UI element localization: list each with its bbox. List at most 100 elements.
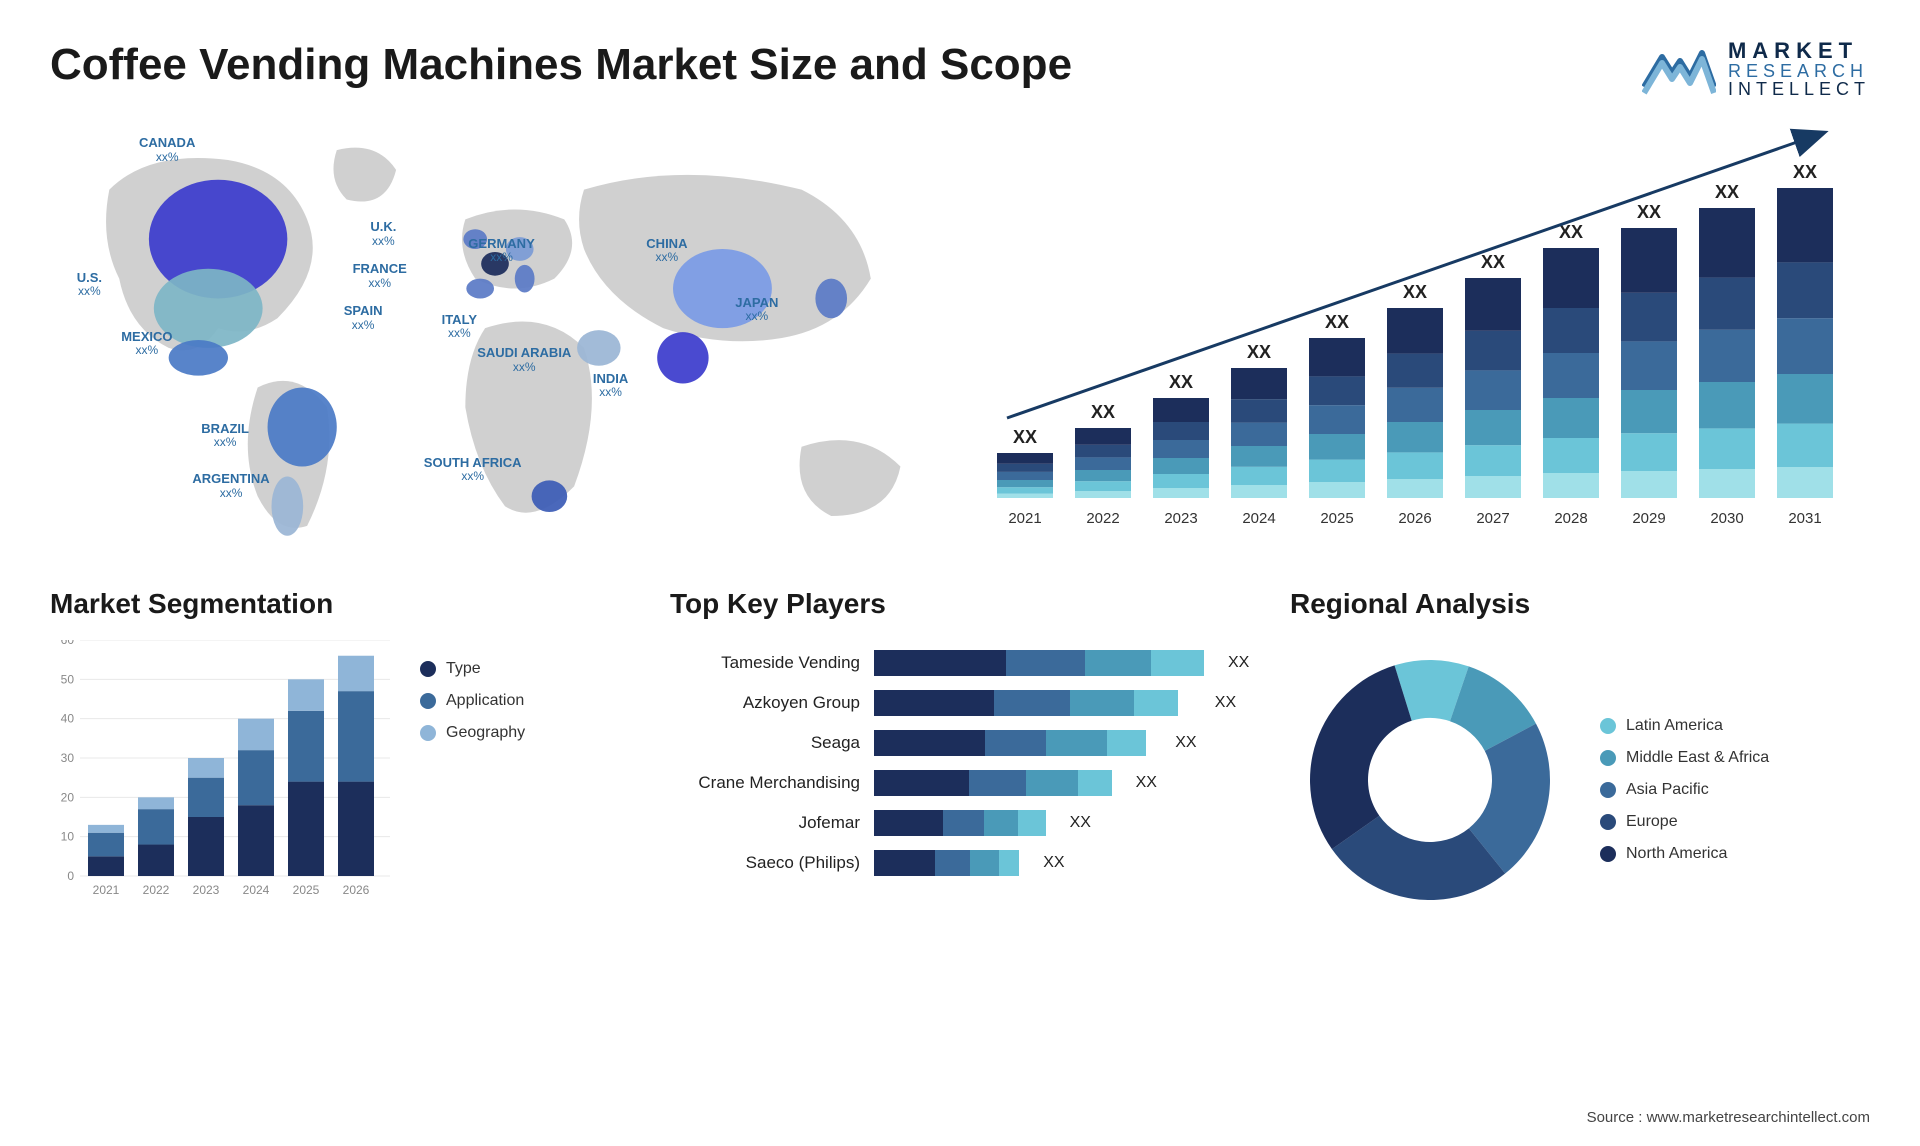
regional-donut bbox=[1290, 640, 1570, 920]
map-label-japan: JAPANxx% bbox=[735, 296, 778, 323]
player-bar-seg bbox=[874, 650, 1006, 676]
player-bar-seg bbox=[1107, 730, 1146, 756]
growth-bar-seg bbox=[1621, 228, 1677, 293]
regional-legend-item: Asia Pacific bbox=[1600, 781, 1769, 799]
growth-bar-seg bbox=[1699, 382, 1755, 428]
growth-bar-seg bbox=[1387, 354, 1443, 388]
map-svg bbox=[50, 128, 940, 548]
logo-line-1: MARKET bbox=[1728, 40, 1870, 62]
player-name: Saeco (Philips) bbox=[670, 853, 860, 873]
donut-slice bbox=[1310, 665, 1412, 849]
player-bar bbox=[874, 690, 1191, 716]
growth-bar-label: XX bbox=[1715, 182, 1739, 202]
player-row: Saeco (Philips)XX bbox=[670, 850, 1250, 876]
growth-bar-seg bbox=[1777, 262, 1833, 318]
player-row: SeagaXX bbox=[670, 730, 1250, 756]
swatch bbox=[420, 725, 436, 741]
logo: MARKET RESEARCH INTELLECT bbox=[1642, 40, 1870, 98]
growth-bar-seg bbox=[1075, 470, 1131, 481]
map-label-saudiarabia: SAUDI ARABIAxx% bbox=[477, 346, 571, 373]
growth-bar-seg bbox=[1153, 398, 1209, 422]
growth-bar-seg bbox=[1387, 422, 1443, 452]
growth-bar-seg bbox=[1543, 308, 1599, 353]
growth-bar-seg bbox=[1075, 445, 1131, 458]
player-bar-seg bbox=[984, 810, 1018, 836]
growth-svg: XX2021XX2022XX2023XX2024XX2025XX2026XX20… bbox=[980, 128, 1850, 548]
regional-legend: Latin America Middle East & Africa Asia Pa… bbox=[1600, 697, 1769, 863]
regional-panel: Regional Analysis Latin America Middle Ea… bbox=[1290, 588, 1870, 920]
growth-bar-seg bbox=[1621, 390, 1677, 433]
seg-ytick: 30 bbox=[61, 751, 75, 765]
growth-year: 2023 bbox=[1164, 510, 1197, 527]
growth-bar-seg bbox=[1621, 433, 1677, 471]
segmentation-chart: 0102030405060202120222023202420252026 bbox=[50, 640, 390, 920]
legend-label: Latin America bbox=[1626, 717, 1723, 735]
growth-bar-seg bbox=[997, 464, 1053, 472]
growth-bar-seg bbox=[1153, 458, 1209, 474]
growth-bar-label: XX bbox=[1793, 162, 1817, 182]
growth-year: 2026 bbox=[1398, 510, 1431, 527]
seg-bar-seg bbox=[138, 809, 174, 844]
regional-legend-item: Middle East & Africa bbox=[1600, 749, 1769, 767]
growth-bar-label: XX bbox=[1403, 282, 1427, 302]
seg-bar-seg bbox=[188, 758, 224, 778]
seg-year: 2021 bbox=[93, 883, 120, 897]
growth-bar-seg bbox=[1309, 338, 1365, 376]
seg-ytick: 50 bbox=[61, 672, 75, 686]
growth-year: 2028 bbox=[1554, 510, 1587, 527]
growth-bar-seg bbox=[1075, 481, 1131, 491]
seg-bar-seg bbox=[338, 691, 374, 781]
player-bar-seg bbox=[969, 770, 1026, 796]
player-bar-seg bbox=[994, 690, 1070, 716]
growth-bar-seg bbox=[1231, 368, 1287, 399]
growth-bar-label: XX bbox=[1013, 427, 1037, 447]
player-value: XX bbox=[1136, 774, 1157, 792]
map-label-spain: SPAINxx% bbox=[344, 304, 383, 331]
seg-legend-item: Type bbox=[420, 660, 525, 678]
player-name: Azkoyen Group bbox=[670, 693, 860, 713]
growth-bar-seg bbox=[1387, 308, 1443, 354]
growth-bar-seg bbox=[1387, 479, 1443, 498]
growth-bar-label: XX bbox=[1481, 252, 1505, 272]
growth-bar-seg bbox=[1153, 488, 1209, 498]
seg-bar-seg bbox=[188, 778, 224, 817]
player-bar-seg bbox=[1046, 730, 1107, 756]
growth-bar-seg bbox=[1231, 485, 1287, 498]
swatch bbox=[420, 661, 436, 677]
growth-bar-seg bbox=[1543, 398, 1599, 438]
growth-bar-seg bbox=[1465, 476, 1521, 498]
growth-bar-seg bbox=[1543, 248, 1599, 308]
growth-bar-seg bbox=[1309, 405, 1365, 434]
legend-label: North America bbox=[1626, 845, 1727, 863]
seg-bar-seg bbox=[238, 750, 274, 805]
seg-bar-seg bbox=[288, 711, 324, 782]
growth-bar-seg bbox=[1699, 330, 1755, 382]
growth-bar-seg bbox=[1153, 474, 1209, 488]
seg-year: 2022 bbox=[143, 883, 170, 897]
growth-bar-seg bbox=[1777, 467, 1833, 498]
player-value: XX bbox=[1175, 734, 1196, 752]
swatch bbox=[1600, 718, 1616, 734]
growth-bar-seg bbox=[1699, 469, 1755, 498]
seg-ytick: 40 bbox=[61, 712, 75, 726]
growth-bar-label: XX bbox=[1247, 342, 1271, 362]
seg-bar-seg bbox=[338, 782, 374, 876]
growth-chart: XX2021XX2022XX2023XX2024XX2025XX2026XX20… bbox=[980, 128, 1870, 548]
swatch bbox=[1600, 814, 1616, 830]
growth-bar-seg bbox=[1075, 457, 1131, 470]
player-bar-seg bbox=[1151, 650, 1204, 676]
growth-bar-seg bbox=[1699, 428, 1755, 469]
growth-bar-seg bbox=[1777, 318, 1833, 374]
players-panel: Top Key Players Tameside VendingXXAzkoye… bbox=[670, 588, 1250, 920]
map-label-southafrica: SOUTH AFRICAxx% bbox=[424, 456, 522, 483]
growth-bar-seg bbox=[1231, 446, 1287, 467]
segmentation-panel: Market Segmentation 01020304050602021202… bbox=[50, 588, 630, 920]
bottom-row: Market Segmentation 01020304050602021202… bbox=[50, 588, 1870, 920]
growth-bar-seg bbox=[1153, 440, 1209, 458]
seg-year: 2024 bbox=[243, 883, 270, 897]
growth-bar-label: XX bbox=[1091, 402, 1115, 422]
regional-title: Regional Analysis bbox=[1290, 588, 1870, 620]
growth-bar-seg bbox=[1699, 278, 1755, 330]
player-value: XX bbox=[1070, 814, 1091, 832]
page-title: Coffee Vending Machines Market Size and … bbox=[50, 40, 1072, 90]
